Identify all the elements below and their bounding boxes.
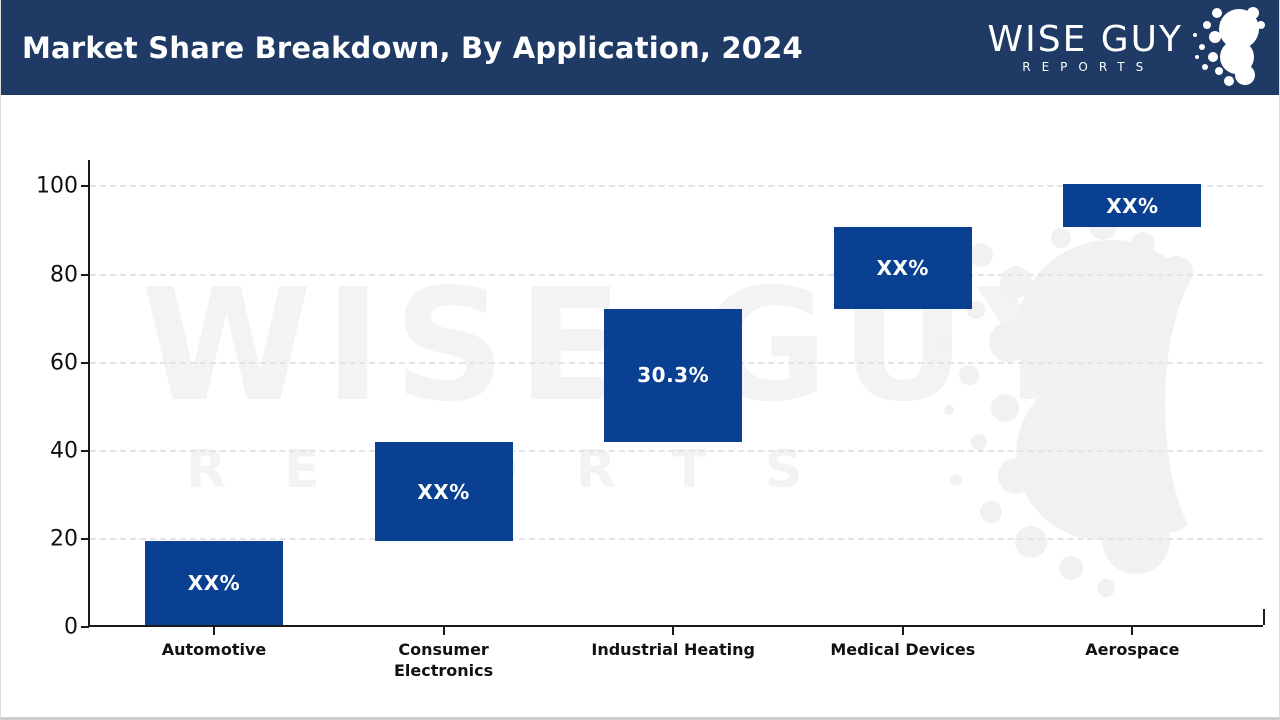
logo-subtitle-text: REPORTS xyxy=(1022,60,1155,75)
watermark-face-icon xyxy=(940,212,1231,597)
gridline xyxy=(90,273,1263,276)
bar-value-label: 30.3% xyxy=(637,363,710,388)
x-axis-end-tick xyxy=(1263,609,1265,625)
x-category-label: Medical Devices xyxy=(830,640,976,659)
waterfall-bar: XX% xyxy=(374,442,513,542)
y-axis-tick-label: 20 xyxy=(50,526,78,552)
plot-area: 0 20 40 60 80 100 XX% Automotive XX% Consumer Ele… xyxy=(36,160,1265,680)
y-axis-tick xyxy=(81,273,89,276)
waterfall-bar: XX% xyxy=(145,541,283,625)
x-axis-tick xyxy=(442,627,445,635)
y-axis-tick xyxy=(81,626,89,628)
waterfall-bar: XX% xyxy=(833,226,972,309)
logo-wordmark-text: WISE GUY xyxy=(987,18,1183,60)
x-axis-tick xyxy=(672,627,675,635)
waterfall-bar: 30.3% xyxy=(604,308,743,443)
header: Market Share Breakdown, By Application, … xyxy=(1,0,1280,95)
y-axis-tick-label: 100 xyxy=(36,173,78,199)
x-axis-tick xyxy=(1131,627,1134,635)
x-category-label: Consumer Electronics xyxy=(394,640,494,681)
bar-value-label: XX% xyxy=(1106,193,1159,218)
y-axis-tick xyxy=(81,361,89,364)
bar-value-label: XX% xyxy=(417,479,470,504)
logo-wordmark: WISE GUY REPORTS xyxy=(987,18,1184,75)
gridline xyxy=(90,449,1263,452)
x-axis-tick xyxy=(213,627,215,635)
x-axis-tick xyxy=(901,627,904,635)
y-axis-tick-label: 60 xyxy=(50,350,78,376)
y-axis-tick xyxy=(81,449,89,452)
logo-face-icon xyxy=(1193,6,1267,86)
y-axis-tick-label: 0 xyxy=(64,614,78,640)
gridline xyxy=(90,537,1263,540)
bar-value-label: XX% xyxy=(187,571,241,596)
y-axis-tick xyxy=(81,185,89,188)
bar-value-label: XX% xyxy=(876,255,929,280)
page-title: Market Share Breakdown, By Application, … xyxy=(22,30,803,65)
y-axis-tick-label: 80 xyxy=(50,262,78,288)
x-category-label: Industrial Heating xyxy=(591,640,755,659)
gridline xyxy=(90,185,1263,188)
y-axis-tick-label: 40 xyxy=(50,438,78,464)
x-category-label: Aerospace xyxy=(1085,640,1180,659)
wise-guy-logo: WISE GUY REPORTS xyxy=(988,5,1280,91)
x-category-label: Automotive xyxy=(161,640,267,659)
y-axis-tick xyxy=(81,537,89,540)
chart-area: WISE GUY REPORTS xyxy=(1,95,1279,717)
waterfall-bar: XX% xyxy=(1063,184,1202,227)
